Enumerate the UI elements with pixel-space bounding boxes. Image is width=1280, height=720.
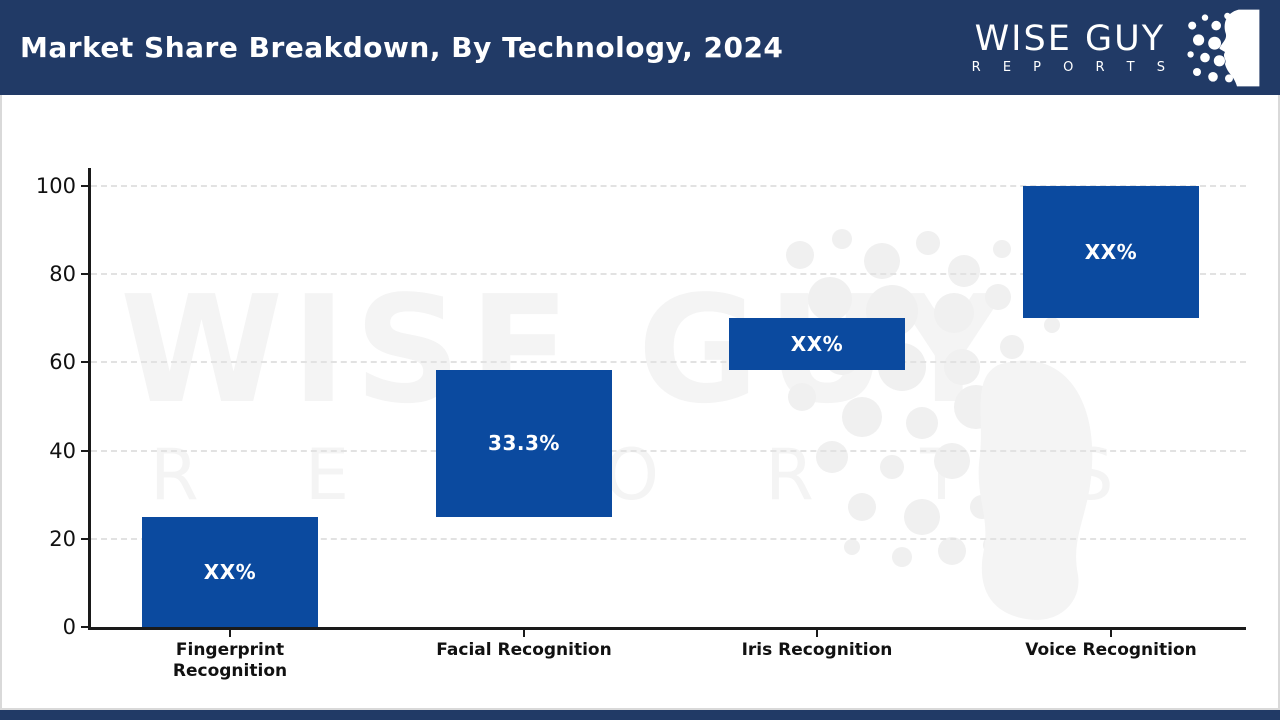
y-tick-mark bbox=[81, 626, 90, 628]
x-tick-mark bbox=[816, 630, 818, 637]
y-tick-label: 80 bbox=[49, 262, 76, 287]
bar-segment: XX% bbox=[1023, 186, 1199, 319]
y-tick-mark bbox=[81, 361, 90, 364]
y-gridline bbox=[91, 273, 1246, 276]
brand-logo: WISE GUY R E P O R T S bbox=[966, 8, 1262, 88]
bar-value-label: XX% bbox=[790, 332, 844, 357]
header-banner: Market Share Breakdown, By Technology, 2… bbox=[0, 0, 1280, 95]
x-tick-mark bbox=[229, 630, 231, 637]
y-tick-mark bbox=[81, 449, 90, 452]
y-gridline bbox=[91, 361, 1246, 364]
bar-segment: 33.3% bbox=[436, 369, 612, 517]
y-tick-label: 60 bbox=[49, 350, 76, 375]
brand-subtitle: R E P O R T S bbox=[971, 60, 1174, 75]
x-category-label: Fingerprint Recognition bbox=[172, 640, 288, 681]
y-tick-label: 100 bbox=[35, 174, 76, 198]
x-tick-mark bbox=[523, 630, 525, 637]
x-category-label: Facial Recognition bbox=[436, 640, 612, 660]
y-axis bbox=[88, 168, 91, 630]
x-category-label: Iris Recognition bbox=[741, 640, 893, 660]
footer-bar bbox=[0, 710, 1280, 720]
footer-divider bbox=[0, 708, 1280, 710]
y-tick-mark bbox=[81, 537, 90, 540]
y-tick-label: 20 bbox=[49, 526, 76, 551]
y-tick-mark bbox=[81, 273, 90, 276]
x-tick-mark bbox=[1110, 630, 1112, 637]
bar-value-label: XX% bbox=[203, 559, 257, 584]
y-gridline bbox=[91, 537, 1246, 540]
brand-name: WISE GUY bbox=[974, 19, 1166, 59]
y-tick-mark bbox=[81, 185, 90, 187]
y-tick-label: 0 bbox=[62, 615, 76, 639]
x-axis bbox=[88, 627, 1246, 630]
brand-logo-text: WISE GUY R E P O R T S bbox=[966, 20, 1174, 75]
x-category-label: Voice Recognition bbox=[1025, 640, 1197, 660]
y-gridline bbox=[91, 185, 1246, 187]
bar-segment: XX% bbox=[142, 516, 318, 627]
brand-face-icon bbox=[1187, 9, 1260, 86]
page-title: Market Share Breakdown, By Technology, 2… bbox=[20, 31, 784, 64]
bar-value-label: XX% bbox=[1084, 240, 1138, 265]
y-gridline bbox=[91, 449, 1246, 452]
y-tick-label: 40 bbox=[49, 438, 76, 463]
bar-segment: XX% bbox=[729, 318, 905, 370]
bar-value-label: 33.3% bbox=[488, 431, 560, 456]
